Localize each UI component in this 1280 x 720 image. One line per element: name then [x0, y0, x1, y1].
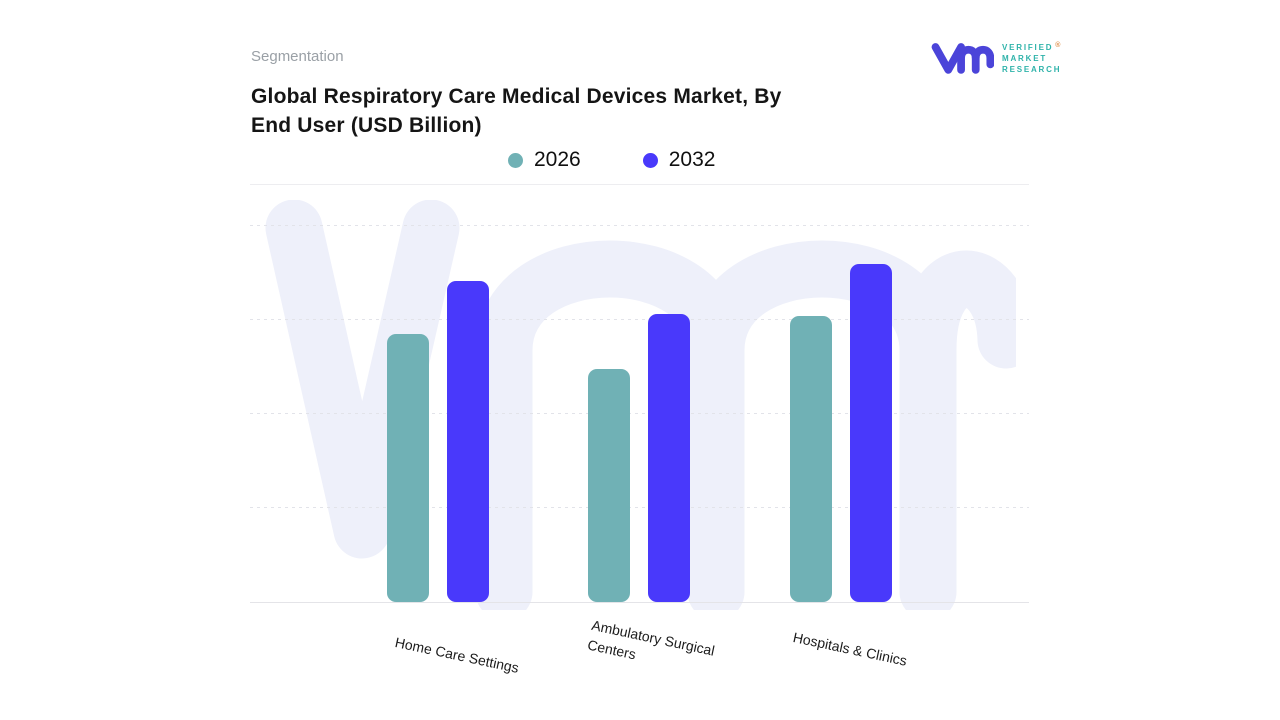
chart-title-line1: Global Respiratory Care Medical Devices … [251, 85, 782, 108]
x-axis-label-ambulatory-surgical-centers: Ambulatory Surgical Centers [586, 616, 717, 663]
vmr-watermark-icon [265, 200, 1016, 610]
eyebrow-label: Segmentation [251, 48, 344, 65]
header-separator [250, 184, 1029, 185]
legend-item-2032[interactable]: 2032 [642, 148, 716, 172]
brand-logo[interactable]: VERIFIED ® MARKET RESEARCH [930, 37, 1062, 79]
x-axis-label-home-care-settings: Home Care Settings [393, 634, 521, 676]
brand-wordmark-line2: MARKET [1002, 53, 1048, 63]
registered-trademark: ® [1055, 41, 1063, 49]
bar-2026-home-care-settings[interactable] [387, 334, 429, 602]
x-axis-label-hospitals-and-clinics: Hospitals & Clinics [791, 629, 909, 669]
bar-2026-hospitals-clinics[interactable] [790, 316, 832, 602]
chart-title: Global Respiratory Care Medical Devices … [251, 82, 782, 140]
legend-label: 2026 [534, 148, 581, 171]
gridline [250, 413, 1029, 414]
brand-wordmark-line1: VERIFIED [1002, 42, 1054, 52]
vmr-monogram-icon [931, 43, 994, 74]
gridline [250, 319, 1029, 320]
chart-legend: 2026 2032 [508, 148, 715, 172]
legend-dot-icon [508, 152, 523, 168]
x-axis-line [250, 602, 1029, 603]
chart-title-line2: End User (USD Billion) [251, 114, 482, 137]
legend-item-2026[interactable]: 2026 [508, 148, 581, 172]
brand-wordmark-line3: RESEARCH [1002, 64, 1062, 74]
gridline [250, 225, 1029, 226]
legend-dot-icon [642, 152, 658, 168]
gridline [250, 507, 1029, 508]
bar-2032-ambulatory-surgical-centers[interactable] [648, 314, 690, 602]
plot-area [250, 185, 1029, 610]
bar-2032-home-care-settings[interactable] [447, 281, 489, 602]
bar-2032-hospitals-clinics[interactable] [850, 264, 892, 602]
brand-wordmark: VERIFIED ® MARKET RESEARCH [1002, 41, 1063, 74]
bar-2026-ambulatory-surgical-centers[interactable] [588, 369, 630, 602]
legend-label: 2032 [668, 148, 716, 171]
